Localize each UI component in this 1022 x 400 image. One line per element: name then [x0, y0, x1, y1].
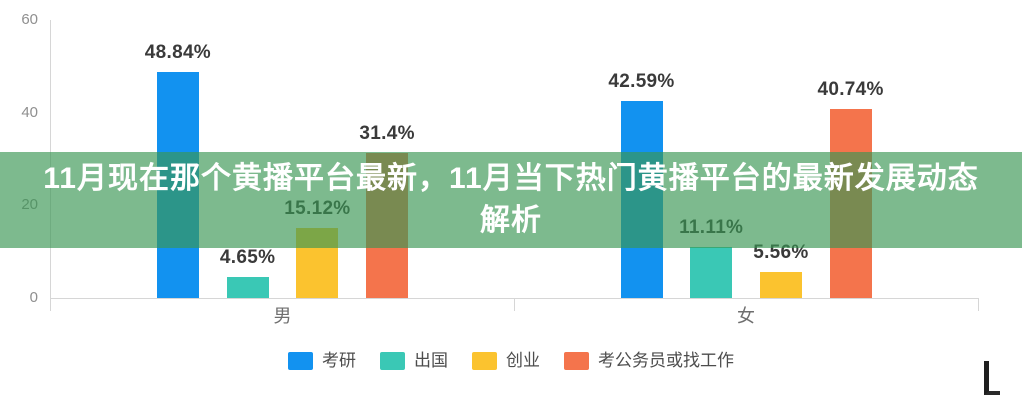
legend-swatch [288, 352, 313, 370]
y-tick-label: 0 [29, 289, 38, 306]
x-axis-tick [514, 298, 515, 311]
partial-glyph-mark [984, 361, 1000, 395]
x-axis-tick [978, 298, 979, 311]
y-tick-label: 60 [21, 11, 38, 28]
overlay-title-line1: 11月现在那个黄播平台最新，11月当下热门黄播平台的最新发展动态 [43, 162, 979, 195]
bar-female-series3 [759, 272, 802, 298]
overlay-banner: 11月现在那个黄播平台最新，11月当下热门黄播平台的最新发展动态 解析 [0, 152, 1022, 248]
legend-label: 考研 [322, 351, 356, 370]
legend-label: 考公务员或找工作 [598, 351, 734, 370]
overlay-title-line2: 解析 [480, 204, 542, 237]
legend-item: 出国 [380, 351, 448, 371]
category-label-male: 男 [273, 306, 292, 326]
legend-swatch [380, 352, 405, 370]
legend-item: 考研 [288, 351, 356, 371]
legend-swatch [564, 352, 589, 370]
legend-swatch [472, 352, 497, 370]
value-label: 31.4% [359, 122, 415, 144]
legend-label: 创业 [506, 351, 540, 370]
value-label: 40.74% [817, 79, 884, 101]
bar-male-series2 [226, 276, 269, 298]
value-label: 4.65% [219, 246, 276, 268]
chart-legend: 考研 出国 创业 考公务员或找工作 [0, 351, 1022, 371]
y-tick-label: 40 [21, 103, 38, 121]
value-label: 42.59% [608, 70, 675, 92]
legend-label: 出国 [414, 351, 448, 370]
legend-item: 考公务员或找工作 [564, 351, 734, 371]
value-label: 48.84% [144, 41, 212, 63]
legend-item: 创业 [472, 351, 540, 371]
bar-female-series2 [690, 246, 733, 298]
category-label-female: 女 [737, 306, 755, 326]
